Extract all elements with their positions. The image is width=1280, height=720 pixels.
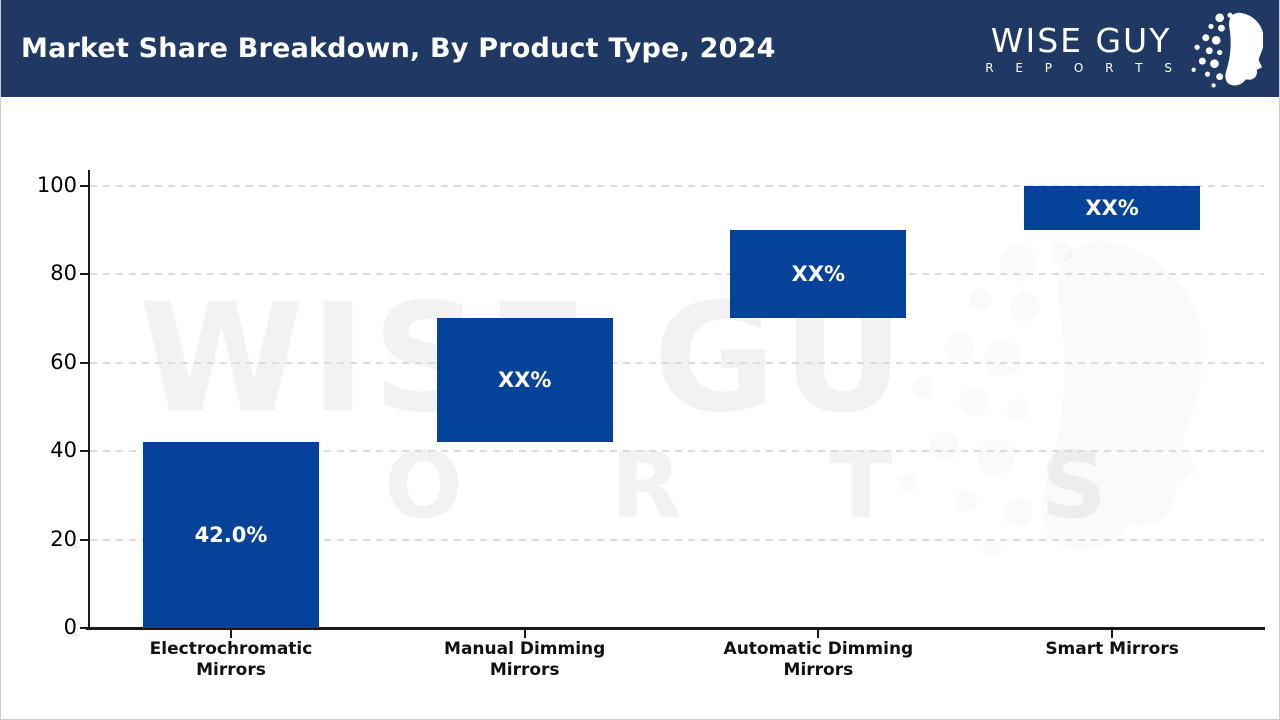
- x-category-label: Smart Mirrors: [1045, 639, 1179, 659]
- bar: 42.0%: [143, 442, 319, 628]
- y-axis-line: [88, 170, 90, 629]
- y-tick-mark: [80, 184, 88, 187]
- x-axis-line: [86, 627, 1265, 630]
- y-tick-mark: [80, 627, 88, 629]
- brand-logo: WISE GUY R E P O R T S: [981, 9, 1263, 89]
- gridline: [90, 538, 1264, 541]
- y-tick-label: 20: [50, 526, 77, 551]
- x-tick-mark: [817, 630, 820, 638]
- y-tick-mark: [80, 361, 88, 364]
- y-tick-mark: [80, 273, 88, 275]
- bar-value-label: XX%: [791, 262, 846, 286]
- x-tick-mark: [230, 630, 232, 638]
- y-tick-mark: [80, 538, 88, 541]
- brand-subtitle: R E P O R T S: [985, 60, 1181, 75]
- x-category-label: Manual Dimming Mirrors: [444, 639, 606, 680]
- gridline: [90, 184, 1264, 187]
- y-tick-label: 0: [63, 615, 77, 639]
- x-tick-mark: [1111, 630, 1114, 638]
- x-category-label: Electrochromatic Mirrors: [149, 639, 313, 680]
- x-category-label: Automatic Dimming Mirrors: [723, 639, 914, 680]
- y-tick-label: 100: [36, 172, 77, 197]
- y-tick-label: 80: [50, 261, 77, 285]
- page-title: Market Share Breakdown, By Product Type,…: [21, 33, 776, 64]
- x-tick-mark: [523, 630, 526, 638]
- gridline: [90, 450, 1264, 452]
- bar: XX%: [730, 229, 907, 319]
- header-bar: Market Share Breakdown, By Product Type,…: [1, 0, 1279, 97]
- gridline: [90, 361, 1264, 364]
- y-tick-mark: [80, 450, 88, 452]
- gridline: [90, 273, 1264, 275]
- bar-value-label: XX%: [497, 368, 552, 393]
- bar-value-label: 42.0%: [194, 523, 268, 548]
- bar-value-label: XX%: [1085, 195, 1139, 220]
- y-tick-label: 40: [50, 438, 77, 462]
- bar: XX%: [436, 318, 613, 443]
- brand-logo-text: WISE GUY R E P O R T S: [981, 24, 1181, 74]
- brand-name: WISE GUY: [990, 20, 1172, 60]
- y-tick-label: 60: [50, 349, 77, 374]
- brand-face-icon: [1191, 12, 1263, 88]
- bar: XX%: [1024, 185, 1201, 230]
